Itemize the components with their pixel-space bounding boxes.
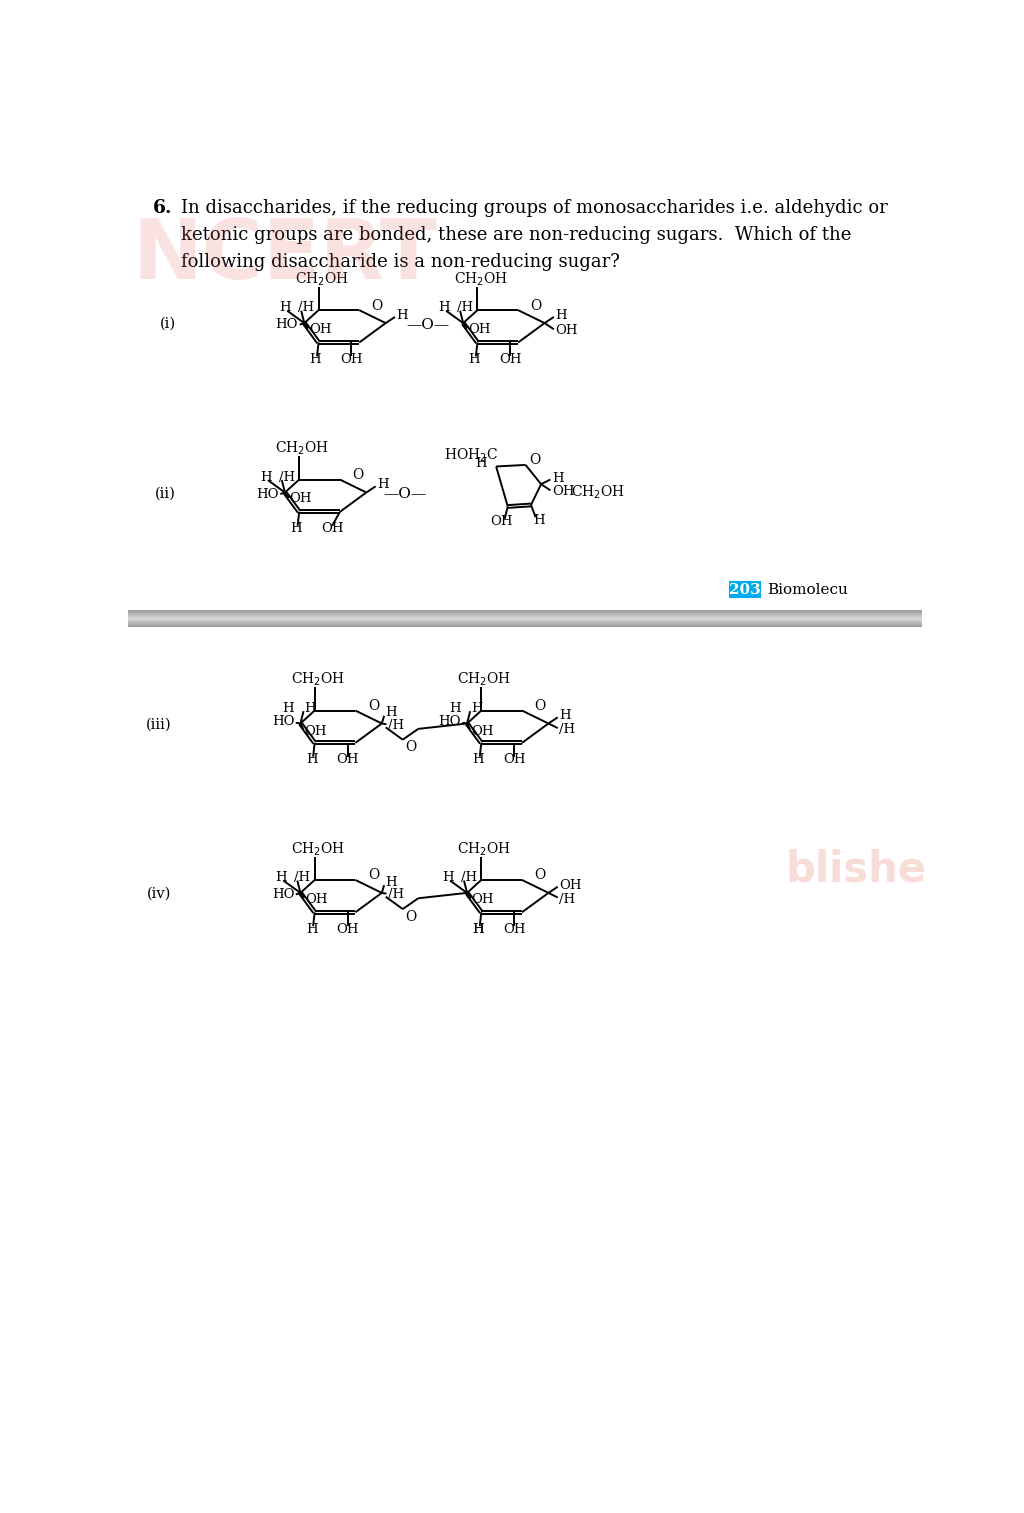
Text: OH: OH [555, 324, 578, 337]
Text: H: H [471, 702, 482, 714]
Text: O: O [368, 699, 379, 713]
Text: blishe: blishe [785, 849, 927, 890]
Text: CH$_2$OH: CH$_2$OH [454, 271, 508, 287]
Text: OH: OH [321, 522, 343, 536]
Text: OH: OH [552, 486, 574, 498]
Text: H: H [260, 471, 271, 484]
Text: O: O [530, 298, 542, 313]
Text: H: H [555, 309, 567, 322]
Text: OH: OH [304, 725, 327, 738]
Text: O: O [352, 468, 364, 483]
Text: H: H [280, 301, 291, 315]
Text: H: H [377, 478, 389, 492]
Text: H: H [532, 514, 545, 527]
Text: H: H [559, 710, 571, 722]
Text: OH: OH [290, 492, 312, 505]
Text: H: H [475, 457, 486, 471]
Text: /H: /H [461, 871, 477, 884]
Text: OH: OH [559, 879, 582, 891]
Text: H: H [385, 876, 396, 888]
Text: /H: /H [559, 723, 575, 737]
Text: OH: OH [499, 353, 521, 366]
Text: HO: HO [275, 318, 298, 331]
Text: OH: OH [305, 893, 328, 906]
Text: O: O [406, 740, 417, 755]
Text: O: O [368, 868, 379, 882]
Text: H: H [396, 309, 409, 322]
Text: H: H [472, 753, 484, 766]
Text: /H: /H [457, 301, 473, 315]
Text: 6.: 6. [153, 200, 172, 218]
Text: OH: OH [472, 893, 495, 906]
Text: H: H [306, 753, 317, 766]
Text: H: H [306, 923, 317, 935]
Text: CH$_2$OH: CH$_2$OH [291, 840, 345, 858]
Text: OH: OH [468, 322, 490, 336]
Text: (i): (i) [160, 318, 176, 331]
Text: CH$_2$OH: CH$_2$OH [570, 483, 625, 501]
Text: OH: OH [490, 516, 513, 528]
Text: H: H [450, 702, 461, 714]
Text: H: H [472, 923, 484, 935]
Text: following disaccharide is a non-reducing sugar?: following disaccharide is a non-reducing… [180, 253, 620, 271]
Text: HOH$_2$C: HOH$_2$C [443, 446, 498, 464]
Text: H: H [385, 707, 396, 719]
Text: /H: /H [388, 888, 404, 900]
Text: OH: OH [503, 753, 525, 766]
Bar [729, 581, 761, 598]
Text: O: O [535, 699, 546, 713]
Text: O: O [529, 454, 541, 468]
Text: H: H [290, 522, 302, 536]
Text: /H: /H [294, 871, 310, 884]
Text: NCERT: NCERT [132, 215, 437, 295]
Text: HO: HO [271, 888, 294, 900]
Text: O: O [406, 909, 417, 924]
Text: O: O [372, 298, 383, 313]
Text: CH$_2$OH: CH$_2$OH [295, 271, 349, 287]
Text: OH: OH [336, 923, 358, 935]
Text: H: H [283, 702, 294, 714]
Text: (iv): (iv) [147, 887, 171, 900]
Text: O: O [535, 868, 546, 882]
Text: OH: OH [503, 923, 525, 935]
Text: —O—: —O— [383, 487, 426, 501]
Text: ketonic groups are bonded, these are non-reducing sugars.  Which of the: ketonic groups are bonded, these are non… [180, 227, 851, 244]
Text: CH$_2$OH: CH$_2$OH [458, 840, 512, 858]
Text: OH: OH [336, 753, 358, 766]
Text: In disaccharides, if the reducing groups of monosaccharides i.e. aldehydic or: In disaccharides, if the reducing groups… [180, 200, 888, 218]
Text: OH: OH [471, 725, 494, 738]
Text: CH$_2$OH: CH$_2$OH [291, 672, 345, 688]
Text: 203: 203 [729, 583, 761, 596]
Text: H: H [309, 353, 322, 366]
Text: /H: /H [559, 893, 575, 906]
Text: H: H [469, 353, 480, 366]
Text: (ii): (ii) [156, 486, 176, 501]
Text: /H: /H [388, 719, 404, 731]
Text: OH: OH [309, 322, 332, 336]
Text: CH$_2$OH: CH$_2$OH [458, 672, 512, 688]
Text: OH: OH [340, 353, 362, 366]
Text: /H: /H [279, 471, 295, 484]
Text: (iii): (iii) [145, 717, 171, 731]
Text: Biomolecu: Biomolecu [767, 583, 848, 596]
Text: H: H [442, 871, 454, 884]
Text: H: H [304, 702, 316, 714]
Text: H: H [275, 871, 287, 884]
Text: /H: /H [298, 301, 314, 315]
Text: HO: HO [438, 716, 461, 728]
Text: HO: HO [256, 487, 279, 501]
Text: —O—: —O— [406, 318, 449, 333]
Text: CH$_2$OH: CH$_2$OH [275, 440, 330, 457]
Text: H: H [438, 301, 450, 315]
Text: HO: HO [271, 716, 294, 728]
Text: H: H [552, 472, 563, 484]
Text: H: H [472, 923, 484, 935]
